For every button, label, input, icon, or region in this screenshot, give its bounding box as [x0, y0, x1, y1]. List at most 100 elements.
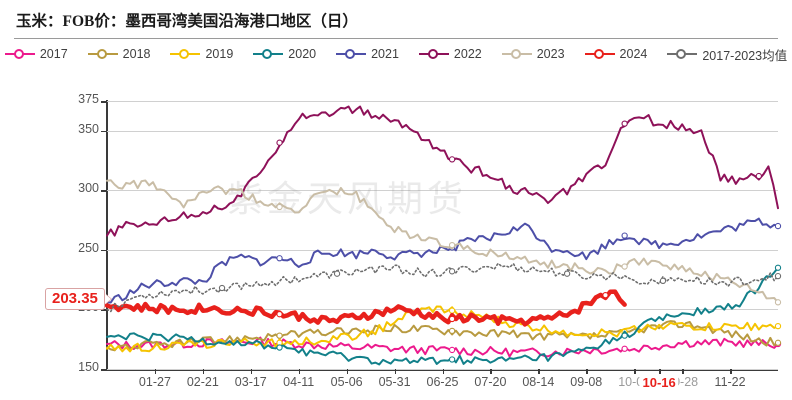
legend-label: 2021 [371, 47, 399, 61]
legend-label: 2019 [205, 47, 234, 61]
series-marker [621, 263, 628, 270]
x-tick-label: 09-08 [570, 375, 603, 389]
gridline [107, 249, 778, 251]
series-marker [448, 156, 456, 163]
page-title: 玉米：FOB价：墨西哥湾美国沿海港口地区（日） [16, 13, 358, 30]
series-line-2021 [106, 217, 779, 304]
x-tick-mark [202, 369, 205, 374]
legend-label: 2017-2023均值 [702, 48, 788, 63]
y-axis-labels: 150200250300350375 [0, 0, 99, 400]
gridline [107, 190, 778, 192]
x-tick-label: 05-31 [378, 375, 411, 389]
legend-item-2018[interactable]: 2018 [87, 47, 151, 61]
x-tick-label: 04-11 [283, 375, 315, 389]
series-marker [774, 339, 782, 346]
x-tick-label: 08-14 [522, 375, 555, 389]
series-marker [333, 270, 341, 277]
legend-marker-icon [253, 47, 284, 61]
series-marker [774, 272, 782, 280]
series-marker [774, 264, 782, 271]
legend-item-2017-2023均值[interactable]: 2017-2023均值 [667, 45, 787, 64]
legend-item-2017[interactable]: 2017 [4, 47, 68, 61]
x-tick-label: 07-20 [474, 375, 507, 389]
series-marker [659, 277, 667, 285]
x-tick-mark [490, 369, 492, 374]
series-marker [774, 299, 782, 306]
series-line-2018 [106, 320, 779, 352]
legend-marker-icon [418, 47, 449, 61]
legend-item-2019[interactable]: 2019 [170, 47, 233, 61]
series-marker [448, 327, 456, 335]
x-tick-label: 02-21 [186, 375, 219, 389]
series-marker [448, 356, 456, 363]
series-line-2019 [106, 305, 779, 353]
x-tick-mark [538, 369, 540, 374]
series-marker [563, 270, 571, 277]
gridline [107, 130, 778, 132]
legend-label: 2020 [288, 47, 317, 61]
series-marker [621, 345, 628, 352]
legend-item-2022[interactable]: 2022 [418, 47, 482, 61]
series-marker [621, 120, 628, 127]
legend-marker-icon [336, 47, 367, 61]
series-marker [448, 346, 456, 354]
legend-label: 2022 [453, 47, 482, 61]
y-tick-mark [101, 369, 107, 371]
series-marker [602, 291, 609, 299]
series-marker [448, 241, 456, 249]
series-marker [276, 203, 283, 211]
y-tick-mark [101, 309, 107, 311]
series-marker [448, 268, 456, 275]
x-tick-mark [586, 369, 588, 374]
x-tick-mark [730, 369, 732, 374]
legend-item-2021[interactable]: 2021 [336, 47, 399, 61]
legend-marker-icon [87, 47, 118, 61]
x-tick-label: 01-27 [138, 375, 171, 389]
series-marker [218, 284, 226, 292]
legend-item-2020[interactable]: 2020 [253, 47, 316, 61]
series-marker [448, 315, 456, 323]
series-marker [621, 332, 628, 339]
title-divider [14, 38, 778, 39]
x-tick-label: 06-25 [426, 375, 459, 389]
x-tick-label-current: 10-16 [639, 375, 679, 390]
plot-area [104, 101, 782, 370]
x-tick-mark [250, 369, 253, 374]
x-tick-mark [659, 369, 661, 374]
legend-item-2023[interactable]: 2023 [501, 47, 565, 61]
y-tick-mark [101, 130, 107, 133]
x-tick-label: 11-22 [714, 375, 746, 389]
legend-marker-icon [584, 47, 615, 61]
legend-label: 2024 [619, 47, 648, 61]
legend-label: 2023 [536, 47, 565, 61]
x-tick-mark [682, 369, 684, 374]
legend-item-2024[interactable]: 2024 [584, 47, 648, 61]
series-line-2022 [106, 105, 779, 237]
legend-marker-icon [667, 47, 698, 61]
y-tick-label: 150 [78, 360, 99, 374]
x-tick-mark [346, 369, 349, 374]
callout-value: 203.35 [45, 288, 105, 310]
x-tick-mark [394, 369, 397, 374]
callout-203: 203.35 [45, 288, 111, 310]
x-tick-mark [298, 369, 301, 374]
chart-legend: 2017 2018 2019 2020 2021 2022 2023 2024 2017-202… [0, 44, 792, 64]
series-lines [104, 105, 782, 366]
x-tick-mark [154, 369, 157, 374]
series-line-2024 [104, 289, 627, 327]
series-line-2020 [106, 266, 779, 366]
series-marker [276, 332, 283, 339]
y-tick-mark [101, 249, 107, 252]
y-tick-label: 350 [78, 121, 99, 136]
series-marker [448, 307, 456, 314]
legend-label: 2018 [122, 47, 151, 61]
series-marker [276, 255, 283, 262]
series-line-2023 [106, 179, 779, 304]
gridline [107, 101, 778, 102]
series-marker [774, 322, 782, 330]
y-tick-label: 250 [78, 240, 99, 255]
x-tick-label: 03-17 [234, 375, 267, 389]
x-tick-label: 05-06 [330, 375, 363, 389]
series-marker [276, 139, 283, 146]
